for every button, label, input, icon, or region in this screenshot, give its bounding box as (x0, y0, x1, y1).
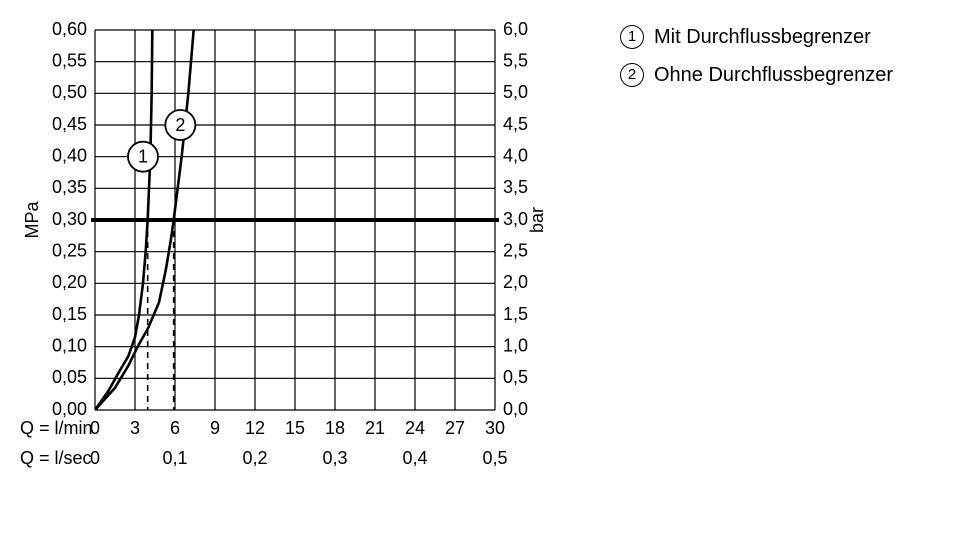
svg-text:6: 6 (170, 418, 180, 438)
svg-text:6,0: 6,0 (503, 20, 528, 39)
svg-text:0,00: 0,00 (52, 399, 87, 419)
svg-text:0,4: 0,4 (402, 448, 427, 468)
svg-text:27: 27 (445, 418, 465, 438)
svg-text:0,10: 0,10 (52, 335, 87, 355)
svg-text:0,5: 0,5 (503, 367, 528, 387)
svg-text:0,35: 0,35 (52, 177, 87, 197)
svg-text:2: 2 (175, 115, 185, 135)
svg-text:0,2: 0,2 (242, 448, 267, 468)
svg-text:3: 3 (130, 418, 140, 438)
svg-text:4,5: 4,5 (503, 114, 528, 134)
svg-text:0,5: 0,5 (482, 448, 507, 468)
svg-text:5,0: 5,0 (503, 82, 528, 102)
svg-text:3,0: 3,0 (503, 209, 528, 229)
svg-text:3,5: 3,5 (503, 177, 528, 197)
flow-pressure-chart: 120,000,050,100,150,200,250,300,350,400,… (20, 20, 560, 520)
svg-text:Q = l/min: Q = l/min (20, 418, 93, 438)
svg-text:0,55: 0,55 (52, 50, 87, 70)
svg-text:0,50: 0,50 (52, 82, 87, 102)
legend-item: 2 Ohne Durchflussbegrenzer (620, 60, 893, 90)
svg-text:0,0: 0,0 (503, 399, 528, 419)
svg-text:30: 30 (485, 418, 505, 438)
svg-text:0,40: 0,40 (52, 145, 87, 165)
svg-text:0,1: 0,1 (162, 448, 187, 468)
svg-text:0,3: 0,3 (322, 448, 347, 468)
svg-text:0,25: 0,25 (52, 240, 87, 260)
legend-text-2: Ohne Durchflussbegrenzer (654, 60, 893, 90)
svg-text:1: 1 (138, 147, 148, 167)
svg-text:2,0: 2,0 (503, 272, 528, 292)
svg-text:bar: bar (527, 207, 547, 233)
svg-text:0,05: 0,05 (52, 367, 87, 387)
legend-text-1: Mit Durchflussbegrenzer (654, 22, 871, 52)
svg-text:0,20: 0,20 (52, 272, 87, 292)
svg-text:0,30: 0,30 (52, 209, 87, 229)
svg-text:1,5: 1,5 (503, 304, 528, 324)
svg-text:Q = l/sec: Q = l/sec (20, 448, 92, 468)
svg-text:MPa: MPa (22, 201, 42, 239)
legend-marker-2: 2 (620, 63, 644, 87)
legend-item: 1 Mit Durchflussbegrenzer (620, 22, 893, 52)
svg-text:21: 21 (365, 418, 385, 438)
svg-text:9: 9 (210, 418, 220, 438)
svg-text:12: 12 (245, 418, 265, 438)
svg-text:5,5: 5,5 (503, 50, 528, 70)
svg-text:1,0: 1,0 (503, 335, 528, 355)
legend: 1 Mit Durchflussbegrenzer 2 Ohne Durchfl… (620, 20, 893, 98)
svg-text:0,15: 0,15 (52, 304, 87, 324)
svg-text:4,0: 4,0 (503, 145, 528, 165)
svg-text:0,45: 0,45 (52, 114, 87, 134)
chart-svg: 120,000,050,100,150,200,250,300,350,400,… (20, 20, 560, 520)
legend-marker-1: 1 (620, 25, 644, 49)
svg-text:18: 18 (325, 418, 345, 438)
svg-text:0,60: 0,60 (52, 20, 87, 39)
svg-text:15: 15 (285, 418, 305, 438)
svg-text:24: 24 (405, 418, 425, 438)
svg-text:2,5: 2,5 (503, 240, 528, 260)
